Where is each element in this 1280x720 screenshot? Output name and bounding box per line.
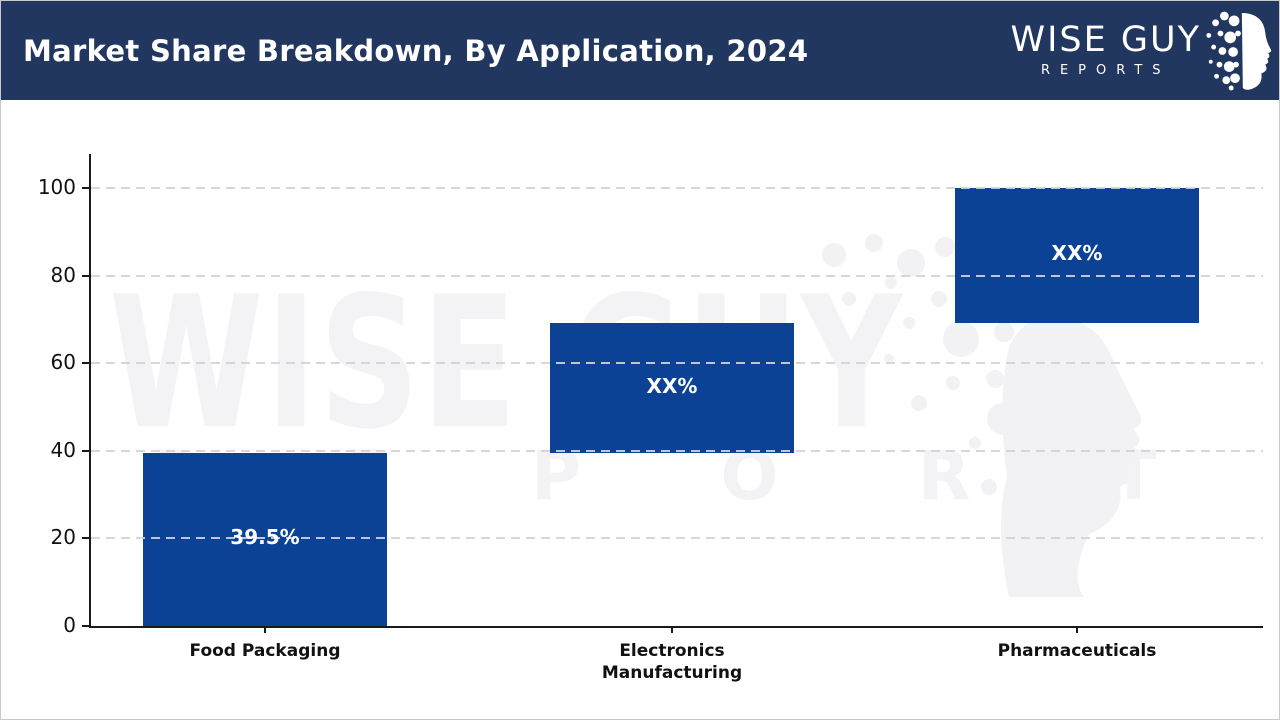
bar-value-label: XX% bbox=[1051, 241, 1103, 266]
gridline-60 bbox=[91, 362, 1263, 365]
y-tick-mark bbox=[82, 449, 91, 452]
logo-text: WISE GUY REPORTS bbox=[1010, 20, 1201, 79]
y-axis-tick-label: 40 bbox=[50, 437, 76, 462]
gridline-20 bbox=[91, 537, 1263, 540]
y-axis-tick-label: 80 bbox=[50, 262, 76, 287]
x-tick-mark bbox=[264, 626, 266, 633]
y-axis-tick-label: 100 bbox=[37, 175, 76, 199]
x-tick-mark bbox=[671, 626, 673, 633]
x-axis-category-line: Pharmaceuticals bbox=[997, 641, 1157, 661]
header-bar: Market Share Breakdown, By Application, … bbox=[1, 1, 1279, 100]
gridline-40 bbox=[91, 449, 1263, 452]
y-tick-mark bbox=[82, 362, 91, 365]
x-axis-category-line: Electronics bbox=[619, 641, 725, 661]
logo-subtitle: REPORTS bbox=[1040, 63, 1171, 78]
bar-segment bbox=[955, 188, 1199, 323]
x-axis-category-line: Manufacturing bbox=[601, 663, 743, 683]
y-tick-mark bbox=[82, 625, 91, 627]
y-tick-mark bbox=[82, 187, 91, 189]
bar-segment bbox=[550, 322, 794, 453]
y-axis-tick-label: 20 bbox=[50, 525, 76, 550]
bar-value-label: 39.5% bbox=[230, 525, 300, 550]
x-axis-category-line: Food Packaging bbox=[189, 641, 341, 661]
y-axis-tick-label: 60 bbox=[50, 350, 76, 375]
x-axis-category-label: Food Packaging bbox=[105, 640, 425, 662]
page-title: Market Share Breakdown, By Application, … bbox=[23, 33, 809, 68]
bar-segment bbox=[143, 452, 387, 626]
y-axis-spine bbox=[89, 154, 91, 628]
x-tick-mark bbox=[1076, 626, 1078, 633]
y-axis-tick-label: 0 bbox=[63, 613, 76, 637]
y-tick-mark bbox=[82, 274, 91, 277]
x-axis-category-label: Electronics Manufacturing bbox=[512, 640, 832, 684]
logo-face-icon bbox=[1206, 11, 1272, 90]
y-tick-mark bbox=[82, 537, 91, 540]
gridline-100 bbox=[91, 187, 1263, 189]
bar-value-label: XX% bbox=[646, 373, 698, 398]
brand-logo: WISE GUY REPORTS bbox=[1010, 8, 1273, 94]
x-axis-category-label: Pharmaceuticals bbox=[917, 640, 1237, 662]
logo-wordmark: WISE GUY bbox=[1010, 20, 1201, 60]
x-axis-spine bbox=[89, 626, 1263, 628]
gridline-80 bbox=[91, 274, 1263, 277]
